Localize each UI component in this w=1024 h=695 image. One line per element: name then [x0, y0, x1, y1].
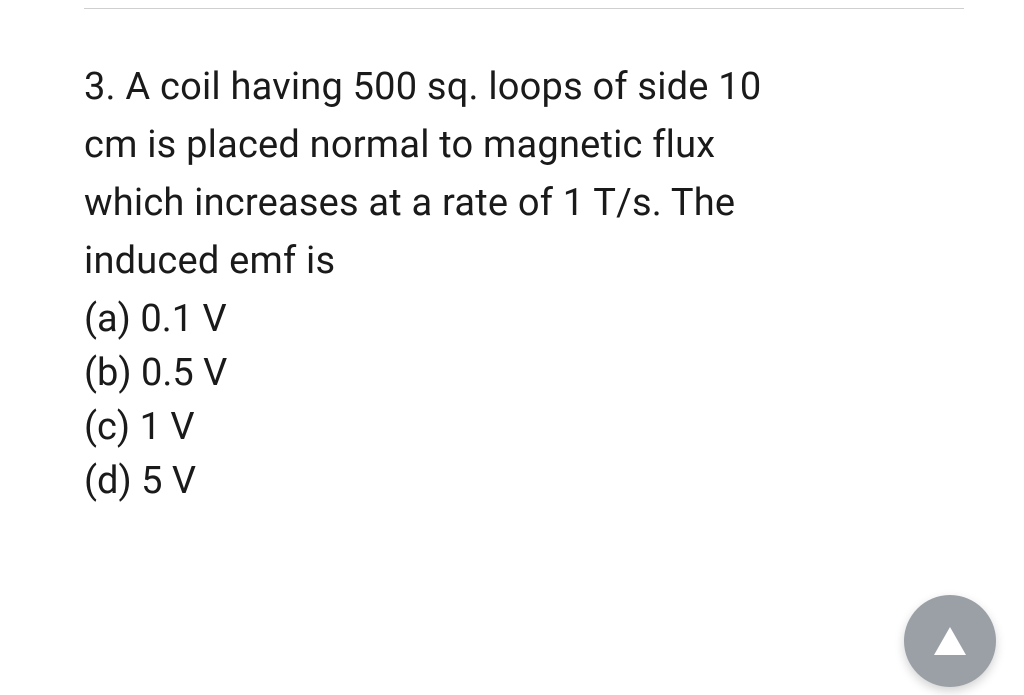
option-c-label: (c)	[84, 405, 130, 449]
scroll-to-top-button[interactable]	[904, 595, 996, 687]
stem-line-2: cm is placed normal to magnetic flux	[84, 116, 894, 174]
option-c-text: 1 V	[140, 405, 195, 449]
horizontal-rule	[84, 8, 964, 9]
option-d[interactable]: (d) 5 V	[84, 454, 894, 508]
options-list: (a) 0.1 V (b) 0.5 V (c) 1 V (d) 5 V	[84, 292, 894, 508]
option-a-text: 0.1 V	[140, 297, 226, 341]
option-b-text: 0.5 V	[141, 351, 227, 395]
stem-line-4: induced emf is	[84, 232, 894, 290]
stem-line-1: 3. A coil having 500 sq. loops of side 1…	[84, 58, 894, 116]
question-stem: 3. A coil having 500 sq. loops of side 1…	[84, 58, 894, 290]
question-block: 3. A coil having 500 sq. loops of side 1…	[84, 58, 894, 508]
option-d-label: (d)	[84, 459, 132, 503]
option-a[interactable]: (a) 0.1 V	[84, 292, 894, 346]
stem-line-3: which increases at a rate of 1 T/s. The	[84, 174, 894, 232]
option-b-label: (b)	[84, 351, 132, 395]
option-b[interactable]: (b) 0.5 V	[84, 346, 894, 400]
option-a-label: (a)	[84, 297, 131, 341]
option-c[interactable]: (c) 1 V	[84, 400, 894, 454]
option-d-text: 5 V	[141, 459, 196, 503]
triangle-up-icon	[930, 623, 970, 659]
